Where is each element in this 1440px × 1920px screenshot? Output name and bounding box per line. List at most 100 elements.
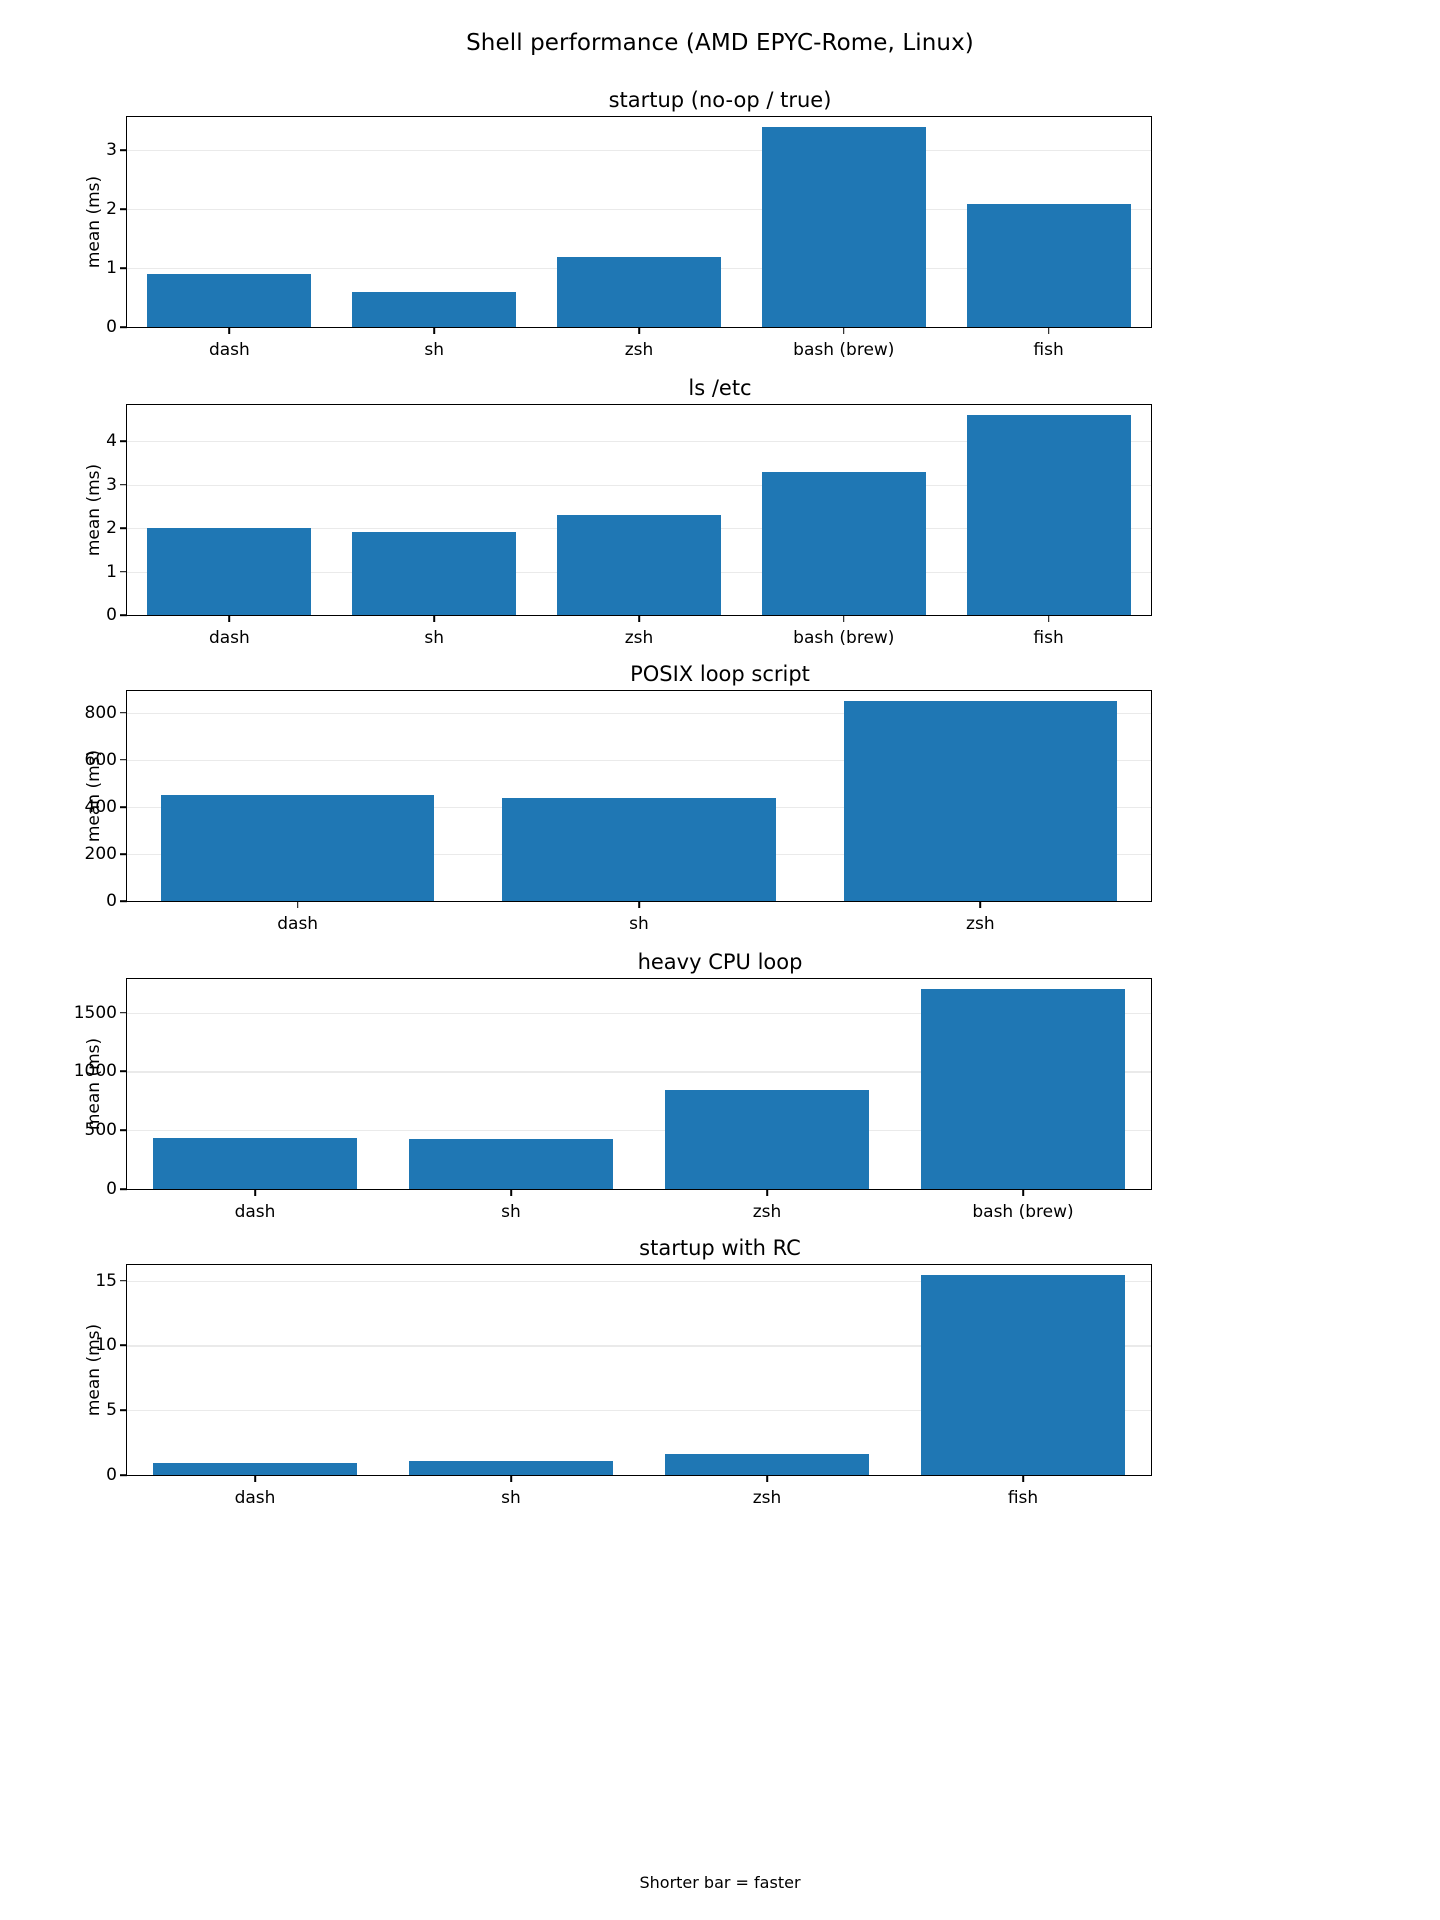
x-tick-mark [254, 1475, 256, 1482]
bar [161, 795, 435, 901]
y-tick-label: 0 [106, 605, 117, 625]
y-tick-label: 10 [95, 1335, 117, 1356]
y-tick-mark [120, 483, 127, 486]
bar [557, 515, 721, 615]
y-gridline [127, 1012, 1151, 1014]
x-tick-label: zsh [752, 1202, 782, 1222]
x-tick-label: zsh [966, 914, 995, 934]
y-gridline [127, 712, 1151, 715]
x-tick-label: sh [424, 628, 445, 648]
y-tick-mark [120, 1188, 127, 1190]
x-tick-mark [228, 615, 231, 622]
bar [920, 1275, 1126, 1475]
bar [152, 1462, 358, 1475]
x-tick-label: fish [1033, 340, 1064, 360]
y-tick-label: 1 [106, 561, 117, 582]
y-tick-label: 600 [84, 749, 117, 770]
bar [557, 256, 721, 327]
x-tick-label: sh [501, 1202, 521, 1222]
bar [843, 701, 1117, 901]
x-tick-label: dash [234, 1488, 276, 1508]
y-gridline [127, 441, 1151, 443]
x-tick-mark [254, 1189, 256, 1196]
x-tick-mark [638, 901, 640, 908]
y-tick-mark [120, 1344, 127, 1347]
x-tick-mark [1022, 1189, 1024, 1196]
y-tick-mark [120, 1129, 127, 1131]
y-tick-label: 1500 [73, 1002, 117, 1023]
subplot-title: startup (no-op / true) [608, 88, 832, 112]
y-tick-mark [120, 806, 127, 808]
y-tick-mark [120, 712, 127, 714]
figure-title: Shell performance (AMD EPYC-Rome, Linux) [466, 30, 974, 56]
x-tick-mark [1022, 1475, 1024, 1482]
y-gridline [127, 1071, 1151, 1073]
y-tick-label: 0 [106, 317, 117, 337]
x-tick-label: sh [629, 914, 649, 934]
y-tick-label: 2 [106, 518, 117, 539]
x-tick-mark [510, 1475, 512, 1482]
y-tick-mark [120, 1409, 127, 1411]
y-tick-label: 500 [84, 1120, 117, 1141]
y-tick-mark [120, 759, 127, 761]
x-tick-mark [843, 615, 845, 622]
y-tick-mark [120, 1279, 127, 1282]
x-tick-mark [433, 615, 435, 622]
x-tick-mark [766, 1475, 768, 1482]
y-tick-mark [120, 570, 127, 573]
x-tick-label: zsh [752, 1488, 782, 1508]
y-tick-mark [120, 853, 127, 855]
x-tick-mark [1047, 327, 1050, 334]
bar [147, 528, 312, 615]
bar [408, 1460, 614, 1475]
y-tick-mark [120, 527, 127, 529]
y-tick-label: 1000 [73, 1061, 117, 1082]
y-gridline [127, 1410, 1151, 1412]
bar [920, 989, 1126, 1189]
y-tick-label: 1 [106, 258, 117, 278]
bar [152, 1138, 358, 1189]
y-gridline [127, 759, 1151, 762]
y-gridline [127, 1345, 1151, 1347]
x-tick-label: bash (brew) [793, 340, 895, 360]
x-tick-mark [510, 1189, 512, 1196]
figure-footer-note: Shorter bar = faster [639, 1873, 801, 1892]
bar [664, 1453, 870, 1475]
y-tick-label: 400 [84, 796, 117, 817]
y-tick-label: 4 [106, 431, 117, 452]
y-tick-mark [120, 1070, 127, 1073]
x-tick-mark [296, 901, 299, 908]
x-tick-mark [638, 327, 640, 334]
x-tick-label: bash (brew) [972, 1202, 1074, 1222]
y-tick-mark [120, 326, 127, 328]
bar [502, 797, 776, 901]
y-tick-label: 0 [106, 1465, 117, 1485]
subplot-title: heavy CPU loop [637, 950, 803, 974]
bar [352, 532, 517, 615]
bar [966, 415, 1131, 615]
y-tick-mark [120, 208, 127, 210]
x-tick-label: sh [501, 1488, 521, 1508]
x-tick-label: fish [1033, 628, 1064, 648]
bar [664, 1089, 870, 1189]
y-tick-label: 0 [106, 891, 117, 911]
y-tick-mark [120, 1474, 127, 1476]
x-tick-label: sh [424, 340, 445, 360]
y-tick-label: 15 [95, 1270, 117, 1291]
y-gridline [127, 209, 1151, 211]
bar [352, 291, 517, 327]
plot-area: 0 500 1000 1500 dash sh zsh bash (brew) [74, 978, 1152, 1222]
y-tick-label: 0 [106, 1179, 117, 1199]
bar [966, 204, 1131, 327]
y-gridline [127, 1280, 1151, 1282]
x-tick-mark [1047, 615, 1050, 622]
y-tick-mark [120, 440, 127, 442]
x-tick-mark [766, 1189, 768, 1196]
y-tick-label: 2 [106, 199, 117, 220]
subplot-title: POSIX loop script [630, 662, 810, 686]
y-gridline [127, 484, 1151, 486]
y-gridline [127, 1130, 1151, 1132]
y-tick-label: 200 [84, 843, 117, 864]
subplot-title: ls /etc [688, 376, 752, 400]
